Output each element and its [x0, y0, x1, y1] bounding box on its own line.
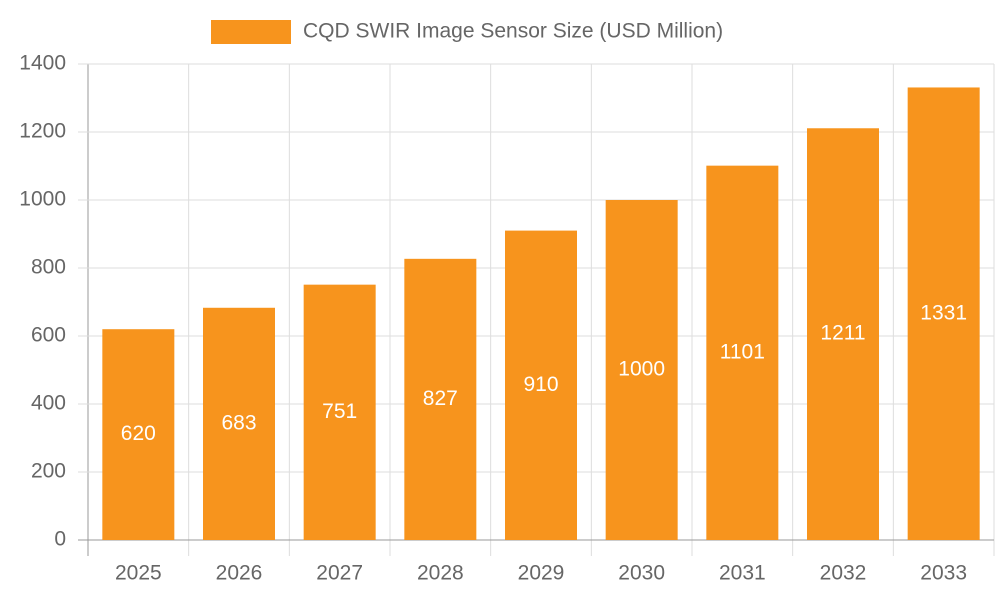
x-tick-label: 2025	[115, 562, 162, 585]
bar	[907, 87, 980, 541]
x-tick-label: 2031	[719, 562, 766, 585]
y-tick-label: 800	[31, 256, 66, 279]
bar	[807, 128, 879, 540]
value-label: 620	[121, 422, 156, 445]
y-tick-label: 1000	[19, 188, 66, 211]
bar	[404, 258, 477, 540]
y-tick-label: 600	[31, 324, 66, 347]
legend-label: CQD SWIR Image Sensor Size (USD Million)	[303, 20, 723, 43]
x-tick-label: 2026	[216, 562, 263, 585]
value-label: 827	[423, 387, 458, 410]
bar	[605, 200, 678, 540]
x-tick-label: 2028	[417, 562, 464, 585]
value-label: 683	[221, 411, 256, 434]
y-tick-label: 200	[31, 460, 66, 483]
bar	[102, 329, 175, 540]
bar	[303, 284, 376, 540]
value-label: 1331	[920, 301, 967, 324]
x-tick-label: 2032	[820, 562, 867, 585]
x-tick-label: 2027	[316, 562, 363, 585]
value-label: 1101	[720, 340, 765, 363]
y-tick-label: 1400	[19, 52, 66, 75]
value-label: 1211	[820, 322, 865, 345]
bar	[203, 307, 275, 540]
y-tick-label: 1200	[19, 120, 66, 143]
y-tick-label: 0	[54, 528, 66, 551]
value-label: 751	[322, 400, 357, 423]
value-label: 1000	[618, 358, 665, 381]
legend-swatch	[211, 20, 291, 44]
y-tick-label: 400	[31, 392, 66, 415]
x-tick-label: 2033	[920, 562, 967, 585]
bar	[706, 165, 779, 540]
bar	[505, 230, 577, 540]
x-tick-label: 2029	[518, 562, 565, 585]
x-tick-label: 2030	[618, 562, 665, 585]
value-label: 910	[523, 373, 558, 396]
